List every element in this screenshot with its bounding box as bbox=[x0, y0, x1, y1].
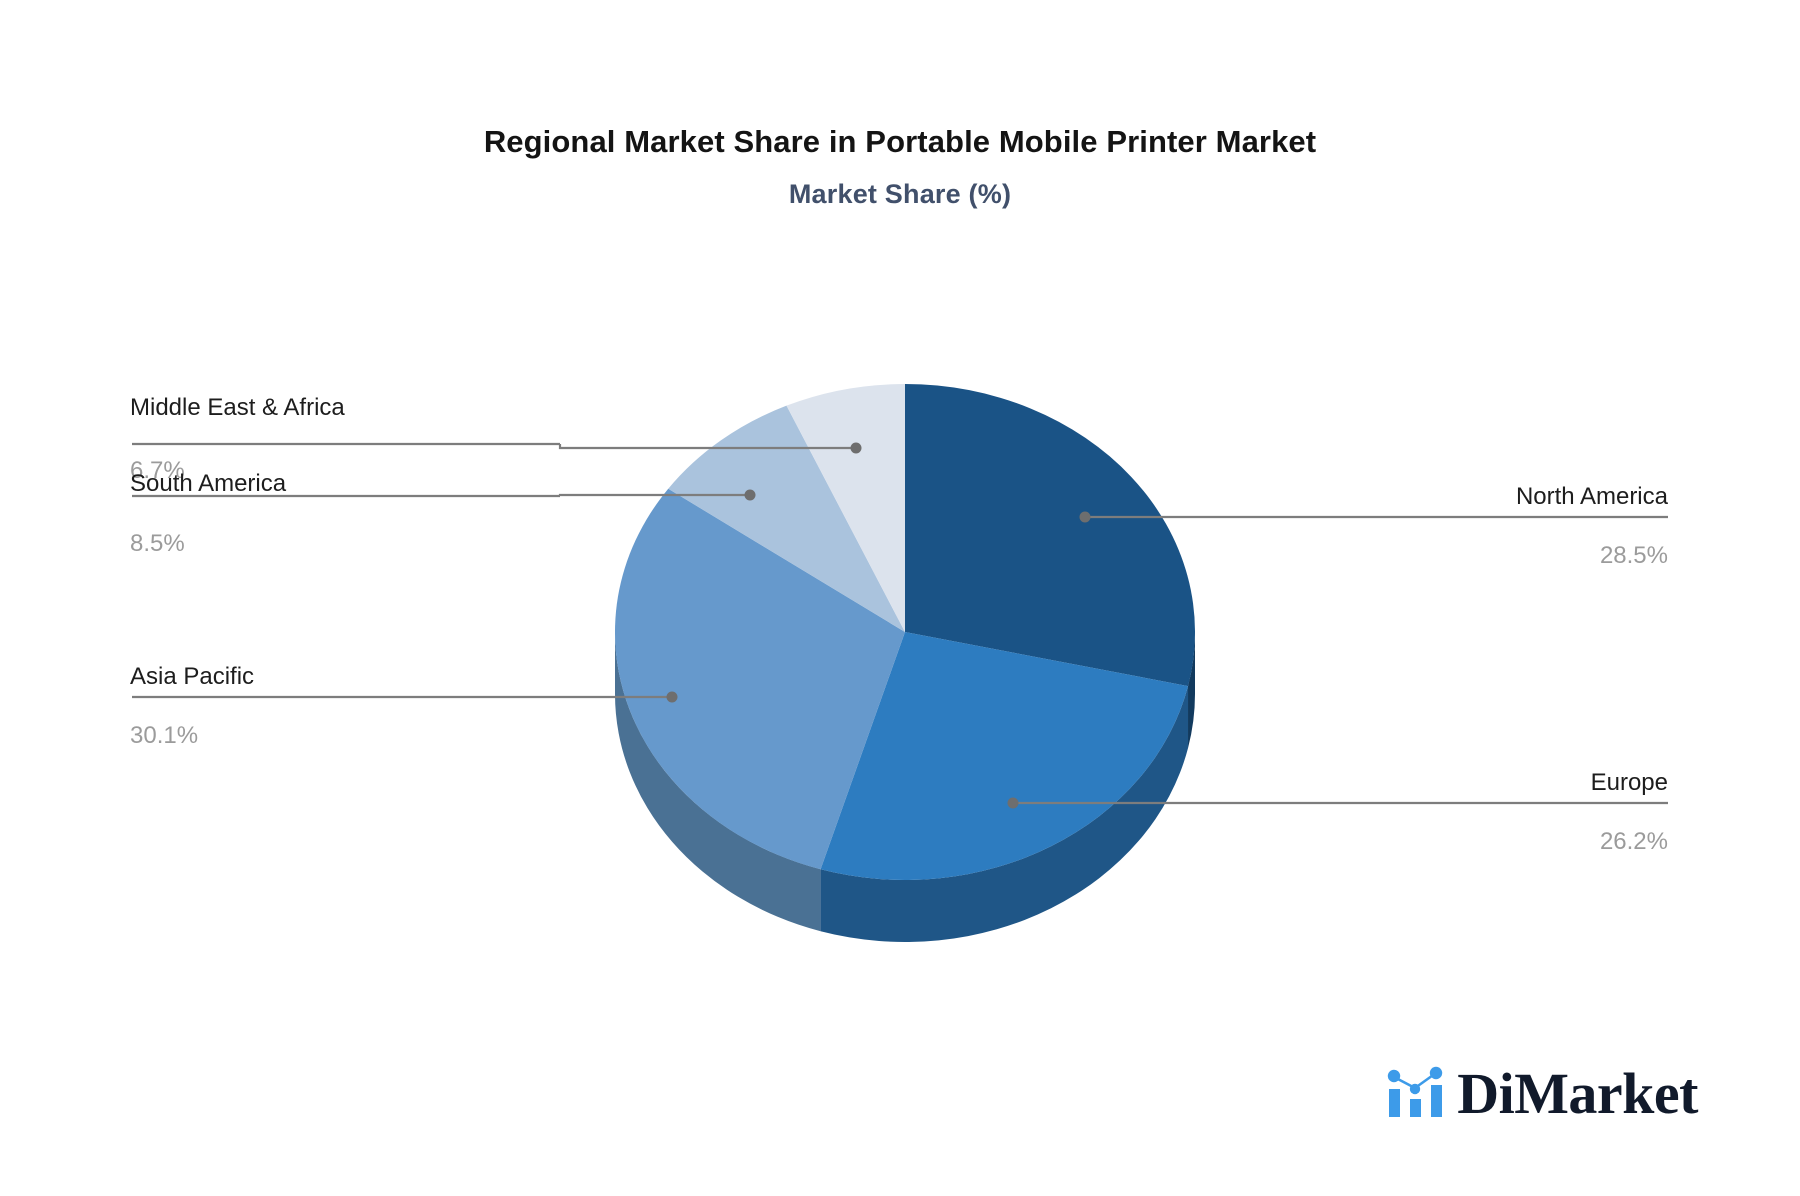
label-pct-middle-east-africa: 6.7% bbox=[130, 457, 185, 484]
label-pct-south-america-wrap: 8.5% bbox=[130, 520, 185, 558]
label-asia-pacific[interactable]: Asia Pacific bbox=[130, 663, 254, 691]
label-pct-north-america-wrap: 28.5% bbox=[1600, 532, 1668, 570]
bar-chart-icon bbox=[1385, 1063, 1447, 1124]
leader-dot-europe bbox=[1007, 797, 1019, 809]
label-middle-east-africa[interactable]: Middle East & Africa bbox=[130, 394, 345, 422]
chart-subtitle: Market Share (%) bbox=[788, 179, 1012, 210]
pie-slice-south-america[interactable] bbox=[668, 405, 905, 632]
pie-side-north-america bbox=[1188, 632, 1195, 749]
leader-dot-north-america bbox=[1079, 511, 1091, 523]
pie-side-asia-pacific bbox=[615, 632, 821, 932]
pie-slice-europe[interactable] bbox=[820, 632, 1189, 881]
chart-title: Regional Market Share in Portable Mobile… bbox=[483, 124, 1317, 159]
label-pct-north-america: 28.5% bbox=[1599, 542, 1668, 569]
label-europe[interactable]: Europe bbox=[1591, 769, 1668, 797]
leader-dot-asia-pacific bbox=[666, 691, 678, 703]
label-south-america[interactable]: South America bbox=[130, 470, 286, 498]
label-name-north-america: North America bbox=[1515, 483, 1668, 510]
label-pct-europe: 26.2% bbox=[1599, 828, 1668, 855]
pie-slice-asia-pacific[interactable] bbox=[614, 488, 905, 870]
leader-line-south-america bbox=[558, 493, 750, 497]
brand-logo[interactable]: DiMarket bbox=[1385, 1063, 1698, 1124]
title-block: Regional Market Share in Portable Mobile… bbox=[0, 124, 1800, 210]
pie-slice-north-america[interactable] bbox=[905, 384, 1195, 687]
pie-slice-middle-east-africa[interactable] bbox=[786, 384, 905, 632]
pie-side-europe bbox=[820, 686, 1189, 942]
label-pct-asia-pacific: 30.1% bbox=[130, 722, 199, 749]
label-name-europe: Europe bbox=[1590, 769, 1668, 796]
label-pct-europe-wrap: 26.2% bbox=[1600, 818, 1668, 856]
label-name-asia-pacific: Asia Pacific bbox=[130, 663, 255, 690]
leader-lines bbox=[132, 442, 1668, 805]
label-name-south-america: South America bbox=[130, 470, 287, 497]
label-pct-south-america: 8.5% bbox=[130, 530, 185, 557]
label-pct-asia-pacific-wrap: 30.1% bbox=[130, 712, 198, 750]
brand-name: DiMarket bbox=[1457, 1060, 1698, 1126]
leader-dot-middle-east-africa bbox=[850, 442, 862, 454]
leader-dot-south-america bbox=[744, 489, 756, 501]
leader-dots bbox=[666, 442, 1091, 809]
pie-top-face bbox=[614, 384, 1195, 881]
label-name-middle-east-africa: Middle East & Africa bbox=[130, 394, 345, 421]
leader-line-middle-east-africa bbox=[558, 444, 856, 450]
label-pct-middle-east-africa-wrap: 6.7% bbox=[130, 447, 185, 485]
pie-3d-base bbox=[615, 632, 1195, 942]
label-north-america[interactable]: North America bbox=[1516, 483, 1668, 511]
